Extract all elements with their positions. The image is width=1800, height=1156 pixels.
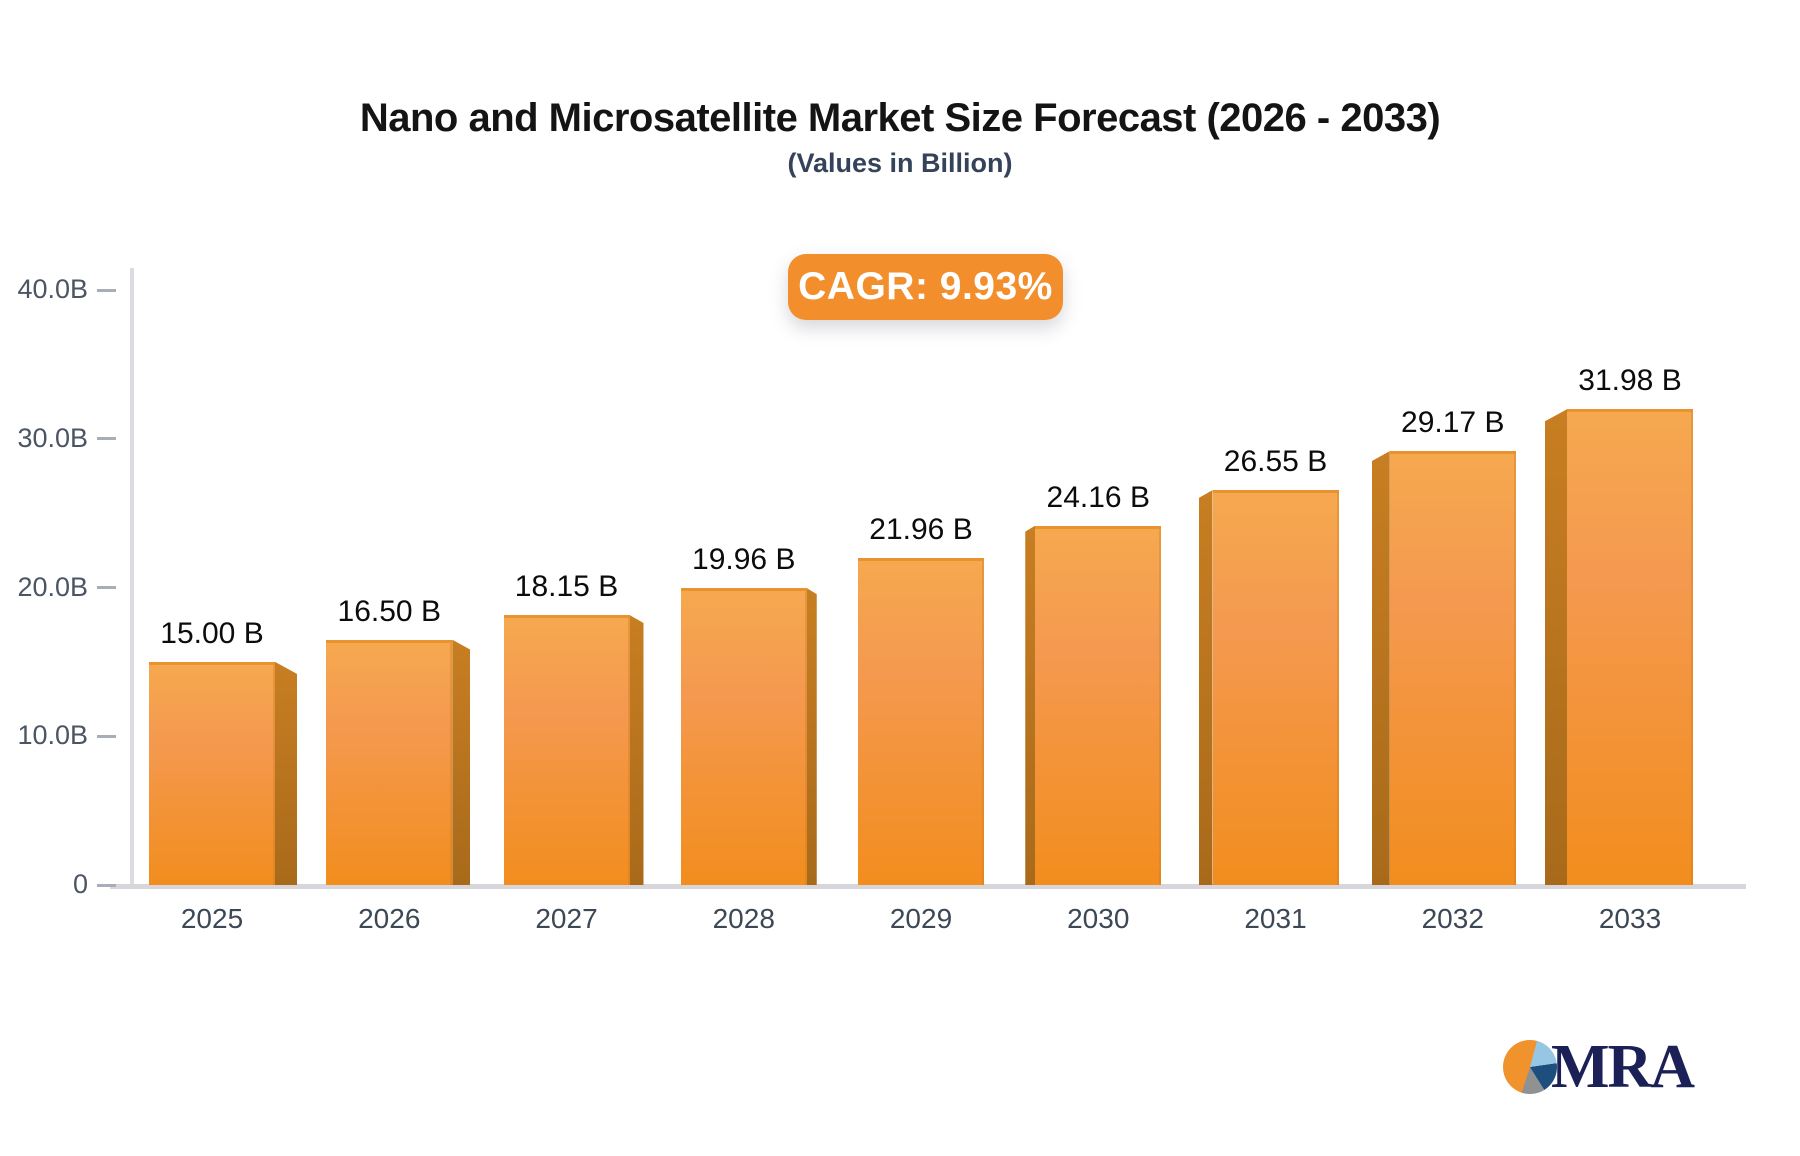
- mra-logo: MRA: [1503, 1033, 1695, 1101]
- y-axis-label: 40.0B: [17, 274, 88, 304]
- bar-value-label: 31.98 B: [1578, 364, 1682, 398]
- bar-2030: [1035, 525, 1162, 885]
- bar-value-label: 24.16 B: [1046, 480, 1150, 514]
- x-axis-label: 2028: [712, 903, 775, 934]
- page-title: Nano and Microsatellite Market Size Fore…: [359, 96, 1441, 140]
- x-axis-label: 2033: [1598, 903, 1662, 934]
- bar-value-label: 29.17 B: [1401, 406, 1505, 440]
- bar-side-face: [452, 639, 471, 885]
- bar-value-label: 16.50 B: [337, 594, 441, 628]
- bar-2026: [326, 639, 453, 885]
- pie-chart-logo-icon: [1503, 1040, 1557, 1094]
- x-axis-label: 2032: [1421, 903, 1484, 934]
- bar-2025: [149, 661, 275, 885]
- cagr-badge-label: CAGR: 9.93%: [798, 265, 1053, 308]
- bar-side-face: [1545, 409, 1567, 885]
- y-axis-tick: [97, 288, 116, 292]
- bar-2028: [680, 588, 807, 885]
- bar-value-label: 19.96 B: [692, 543, 796, 577]
- x-axis-label: 2025: [180, 903, 244, 934]
- bar-2029: [858, 558, 984, 885]
- y-axis-tick: [97, 734, 116, 738]
- bar-side-face: [275, 661, 297, 885]
- y-axis-label: 20.0B: [17, 571, 88, 602]
- bar-2031: [1212, 490, 1339, 885]
- y-axis-line: [130, 268, 134, 888]
- bar-side-face: [629, 615, 644, 885]
- x-axis-label: 2029: [889, 903, 953, 934]
- y-axis-tick: [97, 437, 116, 441]
- bar-side-face: [1198, 490, 1213, 885]
- bar-value-label: 15.00 B: [160, 616, 264, 650]
- y-axis-label: 10.0B: [17, 720, 88, 751]
- page-subtitle: (Values in Billion): [787, 148, 1013, 178]
- y-axis-tick: [97, 883, 116, 887]
- x-axis-label: 2031: [1244, 903, 1307, 934]
- bar-value-label: 26.55 B: [1223, 445, 1328, 479]
- bar-side-face: [1371, 451, 1390, 885]
- y-axis-label: 30.0B: [17, 422, 88, 453]
- bar-2032: [1389, 451, 1516, 885]
- bar-side-face: [1025, 525, 1036, 885]
- bar-2027: [503, 615, 630, 885]
- y-axis-label: 0: [72, 869, 88, 899]
- y-axis-tick: [97, 586, 116, 589]
- x-axis-line: [110, 884, 1746, 889]
- cagr-badge: CAGR: 9.93%: [788, 254, 1063, 320]
- logo-text: MRA: [1551, 1033, 1695, 1101]
- x-axis-label: 2030: [1067, 903, 1130, 934]
- x-axis-label: 2027: [535, 903, 598, 934]
- bar-side-face: [806, 588, 817, 885]
- bar-value-label: 21.96 B: [869, 513, 973, 547]
- bar-value-label: 18.15 B: [514, 570, 619, 604]
- x-axis-label: 2026: [358, 903, 421, 934]
- bar-2033: [1567, 409, 1693, 885]
